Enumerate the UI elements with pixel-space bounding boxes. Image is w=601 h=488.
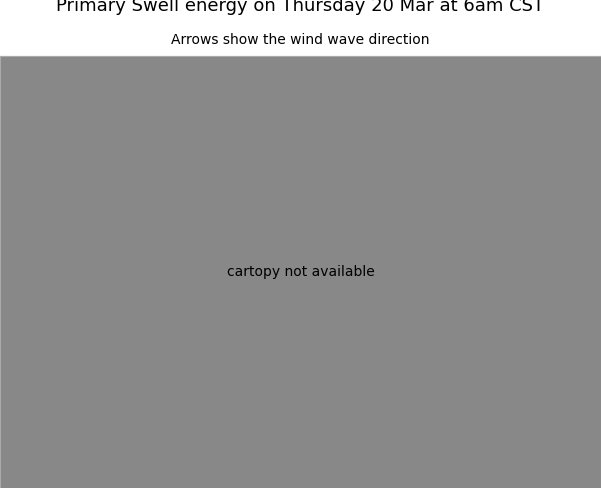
Text: Arrows show the wind wave direction: Arrows show the wind wave direction [171,33,430,47]
Text: cartopy not available: cartopy not available [227,265,374,279]
Text: Primary Swell energy on Thursday 20 Mar at 6am CST: Primary Swell energy on Thursday 20 Mar … [56,0,545,15]
